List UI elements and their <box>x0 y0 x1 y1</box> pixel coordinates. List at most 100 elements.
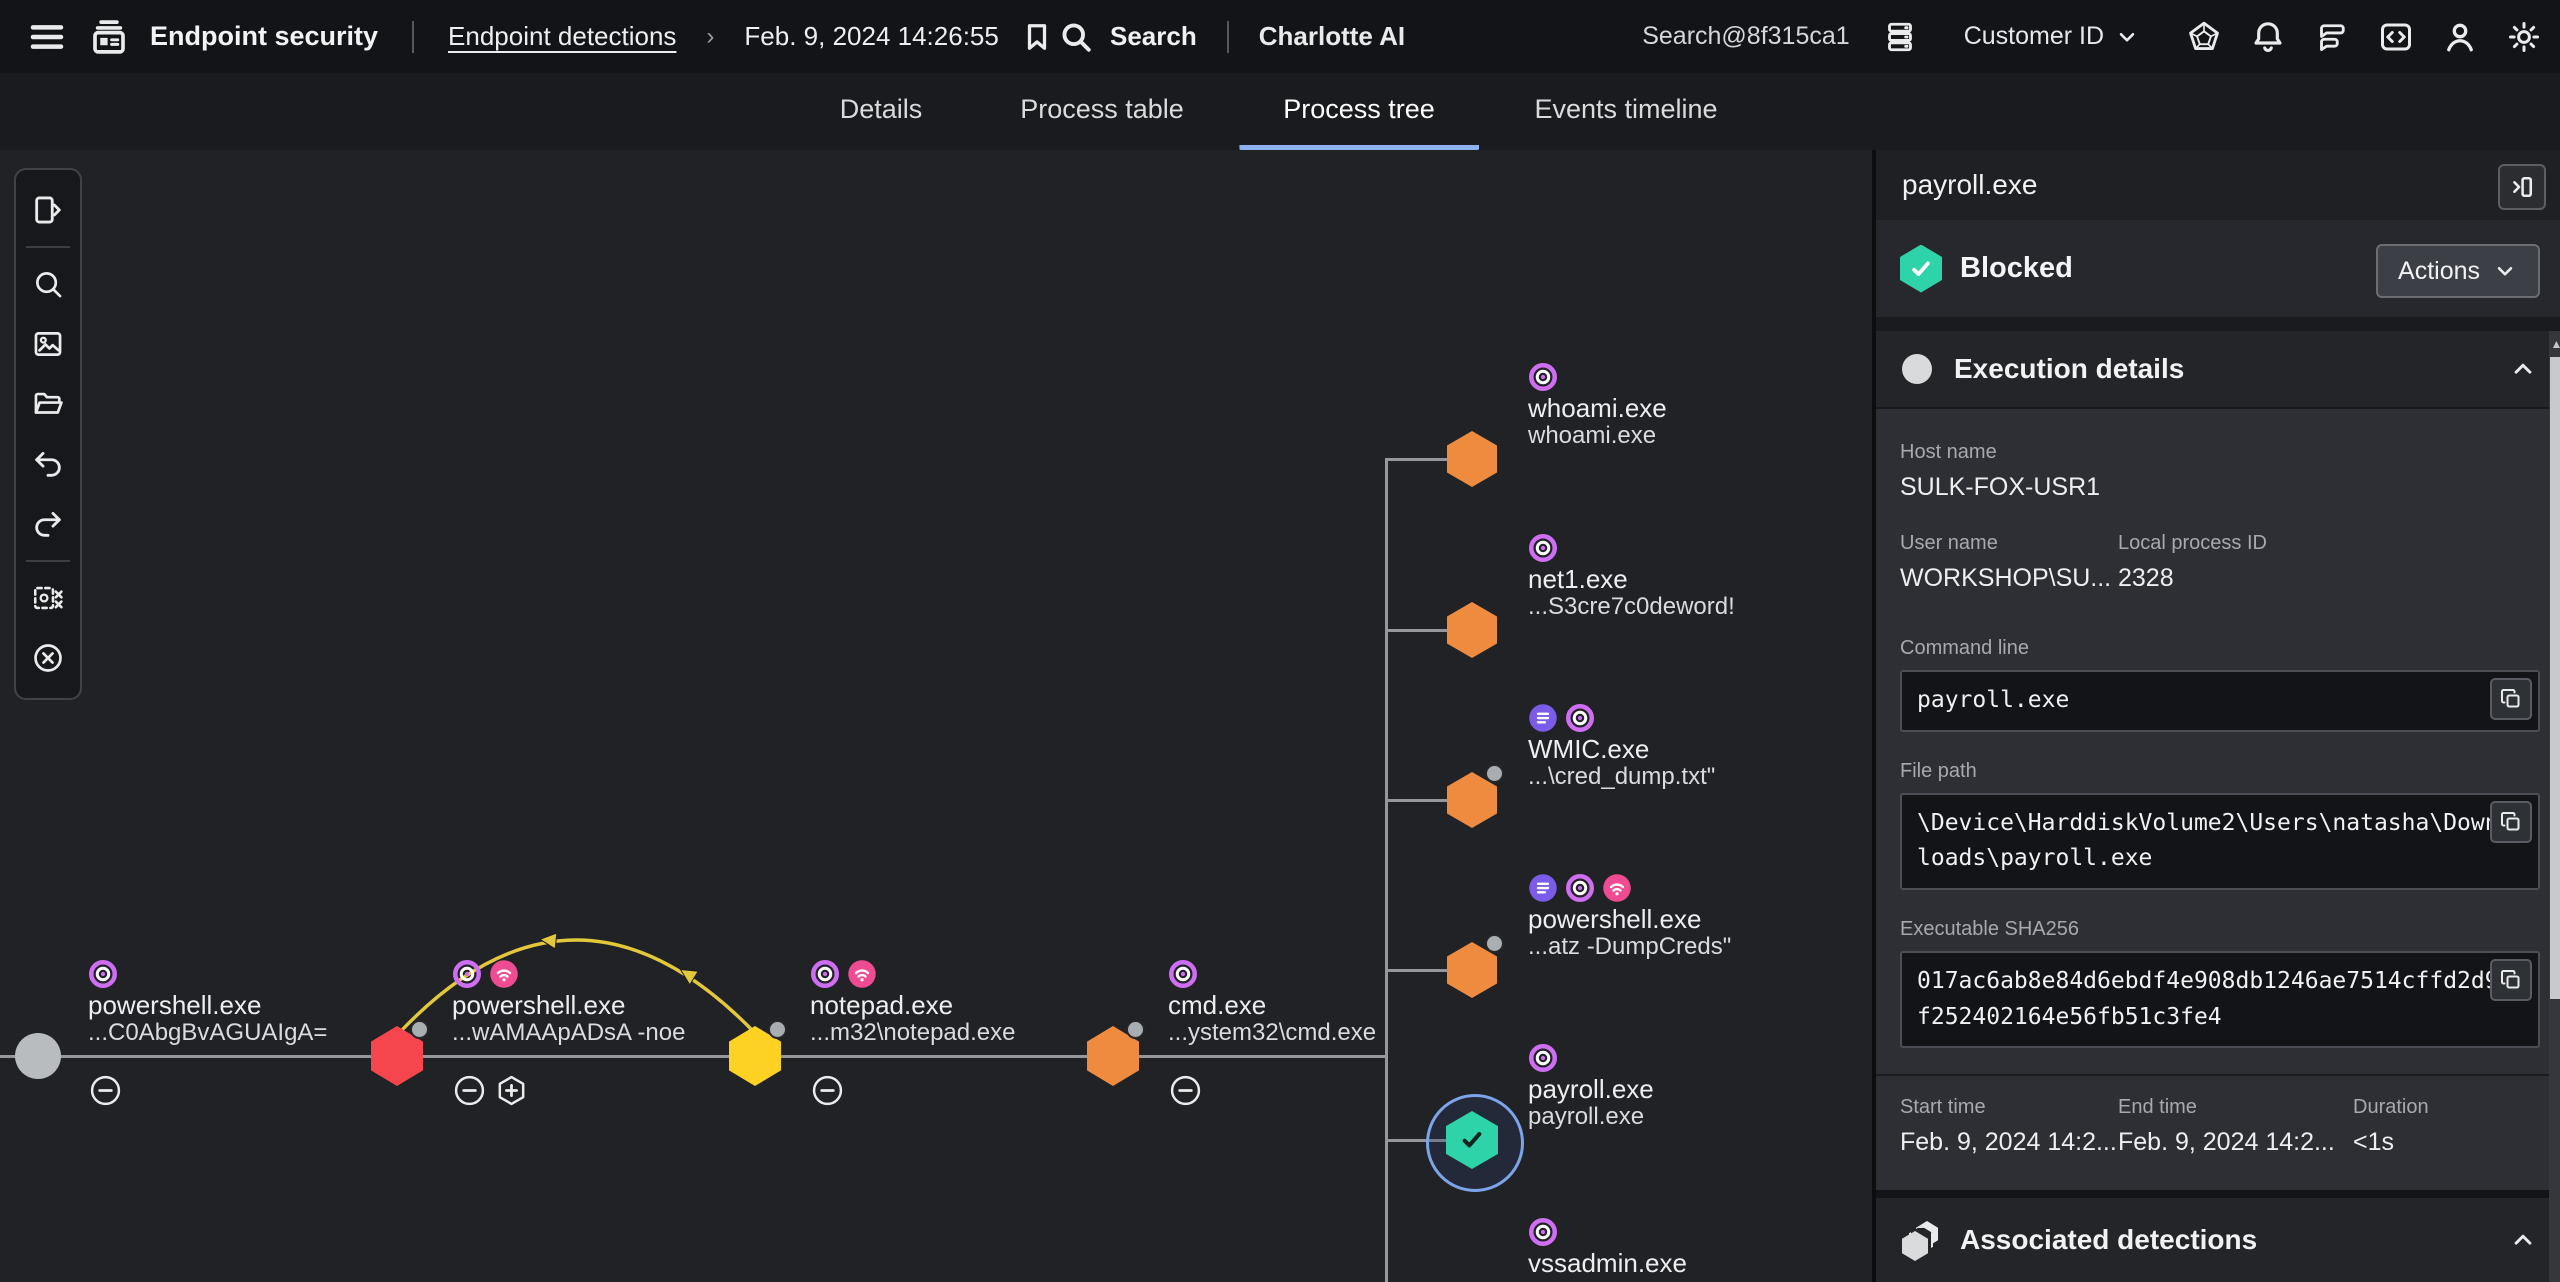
start-time-label: Start time <box>1900 1096 1986 1119</box>
process-name: powershell.exe <box>1528 904 1702 934</box>
execution-details-icon <box>1902 354 1932 384</box>
file-path-box: \Device\HarddiskVolume2\Users\natasha\Do… <box>1900 792 2540 890</box>
redo-icon[interactable] <box>31 507 65 541</box>
badge-row <box>810 959 877 989</box>
close-icon[interactable] <box>31 641 65 675</box>
feedback-chat-icon[interactable] <box>2314 19 2350 55</box>
execution-details-body: Host name SULK-FOX-USR1 User name WORKSH… <box>1876 409 2560 1157</box>
chevron-down-icon <box>2114 24 2140 50</box>
panel-scrollbar[interactable]: ▲ <box>2549 331 2560 1282</box>
tab-process-tree[interactable]: Process tree <box>1239 73 1479 150</box>
tab-process-table[interactable]: Process table <box>1020 93 1184 124</box>
process-name: notepad.exe <box>810 990 954 1020</box>
start-time-value: Feb. 9, 2024 14:2... <box>1900 1128 2117 1157</box>
expand-node-button[interactable] <box>494 1073 529 1108</box>
collapse-node-button[interactable] <box>810 1073 845 1108</box>
local-pid-label: Local process ID <box>2118 532 2267 554</box>
hamburger-menu-icon[interactable] <box>26 16 68 58</box>
collapse-node-button[interactable] <box>1168 1073 1203 1108</box>
zoom-search-icon[interactable] <box>31 267 65 301</box>
copy-command-line-button[interactable] <box>2490 678 2532 720</box>
copy-file-path-button[interactable] <box>2490 800 2532 843</box>
check-icon <box>1456 1124 1488 1156</box>
section-title: Execution details <box>1954 353 2185 384</box>
badge-row <box>1528 362 1558 392</box>
process-name: whoami.exe <box>1528 393 1667 423</box>
host-name-label: Host name <box>1900 441 1997 463</box>
command-line-box: payroll.exe <box>1900 670 2540 732</box>
process-indicator-dot <box>768 1020 787 1039</box>
customer-id-dropdown[interactable]: Customer ID <box>1964 22 2140 51</box>
collapse-panel-button[interactable] <box>2498 164 2546 210</box>
detection-target-icon <box>1528 1217 1558 1247</box>
top-header: Endpoint security Endpoint detections › … <box>0 0 2560 73</box>
chevron-up-icon[interactable] <box>2508 354 2538 384</box>
detection-target-icon <box>1565 703 1595 733</box>
process-name: WMIC.exe <box>1528 734 1650 764</box>
process-indicator-dot <box>1126 1020 1145 1039</box>
endpoint-security-module-icon[interactable] <box>88 16 130 58</box>
command-line-value: payroll.exe <box>1917 687 2070 713</box>
divider <box>1876 1074 2560 1077</box>
api-code-icon[interactable] <box>2378 19 2414 55</box>
duration-value: <1s <box>2353 1128 2395 1157</box>
server-stack-icon[interactable] <box>1882 19 1918 55</box>
user-profile-icon[interactable] <box>2442 19 2478 55</box>
blocked-status-icon <box>1900 244 1942 293</box>
snapshot-image-icon[interactable] <box>31 327 65 361</box>
process-name: payroll.exe <box>1528 1074 1654 1104</box>
collapse-panel-icon <box>2508 173 2536 201</box>
process-subtitle: ...atz -DumpCreds" <box>1528 933 1732 960</box>
process-indicator-dot <box>1485 934 1504 953</box>
host-name-value: SULK-FOX-USR1 <box>1900 473 2101 501</box>
script-activity-icon <box>1528 873 1558 903</box>
end-time-value: Feb. 9, 2024 14:2... <box>2118 1128 2335 1157</box>
process-tree-canvas[interactable]: powershell.exe ...C0AbgBvAGUAIgA= powershe… <box>0 150 1866 1282</box>
collapse-node-button[interactable] <box>88 1073 123 1108</box>
undo-icon[interactable] <box>31 447 65 481</box>
scrollbar-up-arrow[interactable]: ▲ <box>2550 337 2560 351</box>
execution-details-header[interactable]: Execution details <box>1876 331 2560 409</box>
end-time-label: End time <box>2118 1096 2197 1119</box>
associated-detections-header[interactable]: Associated detections <box>1876 1198 2560 1282</box>
breadcrumb-link[interactable]: Endpoint detections <box>448 21 677 51</box>
actions-button[interactable]: Actions <box>2376 244 2540 298</box>
chevron-up-icon[interactable] <box>2508 1225 2538 1255</box>
bookmark-icon[interactable] <box>1019 19 1055 55</box>
collapse-node-button[interactable] <box>452 1073 487 1108</box>
clear-selection-icon[interactable] <box>31 581 65 615</box>
app-title: Endpoint security <box>150 21 379 51</box>
header-divider <box>412 20 415 53</box>
sha256-box: 017ac6ab8e84d6ebdf4e908db1246ae7514cffd2… <box>1900 950 2540 1049</box>
session-search-label[interactable]: Search@8f315ca1 <box>1642 22 1850 50</box>
process-name: powershell.exe <box>88 990 262 1020</box>
search-button[interactable]: Search <box>1110 21 1197 51</box>
file-path-value: \Device\HarddiskVolume2\Users\natasha\Do… <box>1917 809 2499 872</box>
copy-icon <box>2499 687 2523 711</box>
toolbar-divider <box>26 560 70 562</box>
scrollbar-thumb[interactable] <box>2550 357 2560 999</box>
charlotte-ai-button[interactable]: Charlotte AI <box>1258 21 1406 51</box>
command-line-label: Command line <box>1900 637 2029 659</box>
section-separator <box>1876 1190 2560 1198</box>
badge-row <box>1528 1043 1558 1073</box>
notifications-bell-icon[interactable] <box>2250 19 2286 55</box>
search-icon[interactable] <box>1058 19 1094 55</box>
detection-target-icon <box>1528 533 1558 563</box>
detail-panel: payroll.exe Blocked Actions Execution de… <box>1872 150 2560 1282</box>
open-folder-icon[interactable] <box>31 387 65 421</box>
root-process-node[interactable] <box>15 1033 61 1079</box>
process-name: vssadmin.exe <box>1528 1248 1687 1278</box>
apps-pentagon-icon[interactable] <box>2186 19 2222 55</box>
header-divider <box>1226 20 1229 53</box>
canvas-toolbar <box>14 168 82 700</box>
tab-events-timeline[interactable]: Events timeline <box>1534 93 1718 124</box>
copy-sha256-button[interactable] <box>2490 958 2532 1001</box>
process-subtitle: whoami.exe <box>1528 422 1657 449</box>
expand-panel-icon[interactable] <box>31 193 65 227</box>
process-subtitle: ...m32\notepad.exe <box>810 1019 1016 1046</box>
theme-toggle-sun-icon[interactable] <box>2506 19 2542 55</box>
child-stub-line <box>1385 629 1448 632</box>
tab-details[interactable]: Details <box>839 93 923 124</box>
chevron-down-icon <box>2492 258 2518 284</box>
